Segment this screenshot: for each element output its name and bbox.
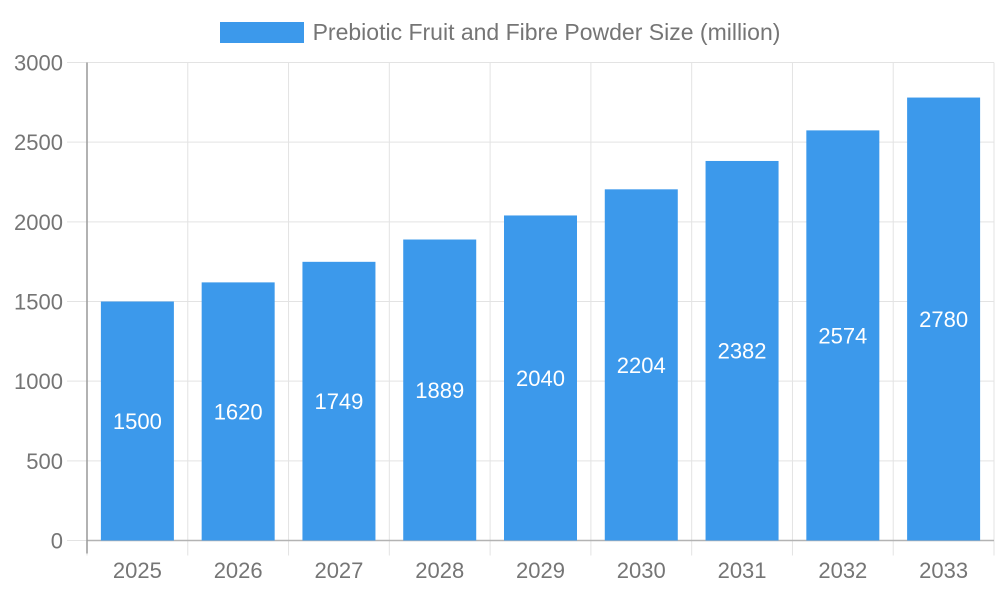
bar: [705, 160, 779, 541]
x-tick-label: 2028: [415, 558, 464, 583]
bar-value-label: 2574: [818, 323, 867, 348]
bar-value-label: 2382: [718, 339, 767, 364]
y-tick-label: 1500: [14, 290, 63, 315]
bar: [806, 130, 880, 541]
x-tick-label: 2029: [516, 558, 565, 583]
bar-value-label: 1620: [214, 399, 263, 424]
bar: [302, 261, 376, 541]
x-tick-label: 2027: [314, 558, 363, 583]
bar: [504, 215, 577, 541]
x-tick-label: 2030: [617, 558, 666, 583]
bar: [403, 239, 477, 541]
bar: [907, 97, 981, 541]
bar: [604, 189, 678, 541]
bar-value-label: 2780: [919, 307, 968, 332]
x-tick-label: 2031: [718, 558, 767, 583]
legend-item[interactable]: Prebiotic Fruit and Fibre Powder Size (m…: [0, 20, 1000, 45]
bar-value-label: 1749: [314, 389, 363, 414]
bar: [100, 301, 174, 541]
y-tick-label: 2500: [14, 130, 63, 155]
bar-value-label: 2040: [516, 366, 565, 391]
x-tick-label: 2025: [113, 558, 162, 583]
legend-label: Prebiotic Fruit and Fibre Powder Size (m…: [312, 19, 781, 45]
bar-value-label: 1889: [415, 378, 464, 403]
y-tick-label: 500: [26, 449, 63, 474]
y-tick-label: 3000: [14, 51, 63, 76]
bar-value-label: 2204: [617, 353, 666, 378]
bar: [201, 282, 275, 541]
y-tick-label: 1000: [14, 369, 63, 394]
bar-value-label: 1500: [113, 409, 162, 434]
y-tick-label: 0: [51, 529, 63, 554]
x-tick-label: 2033: [919, 558, 968, 583]
x-tick-label: 2032: [818, 558, 867, 583]
x-tick-label: 2026: [214, 558, 263, 583]
legend-swatch: [219, 22, 304, 43]
y-tick-label: 2000: [14, 210, 63, 235]
